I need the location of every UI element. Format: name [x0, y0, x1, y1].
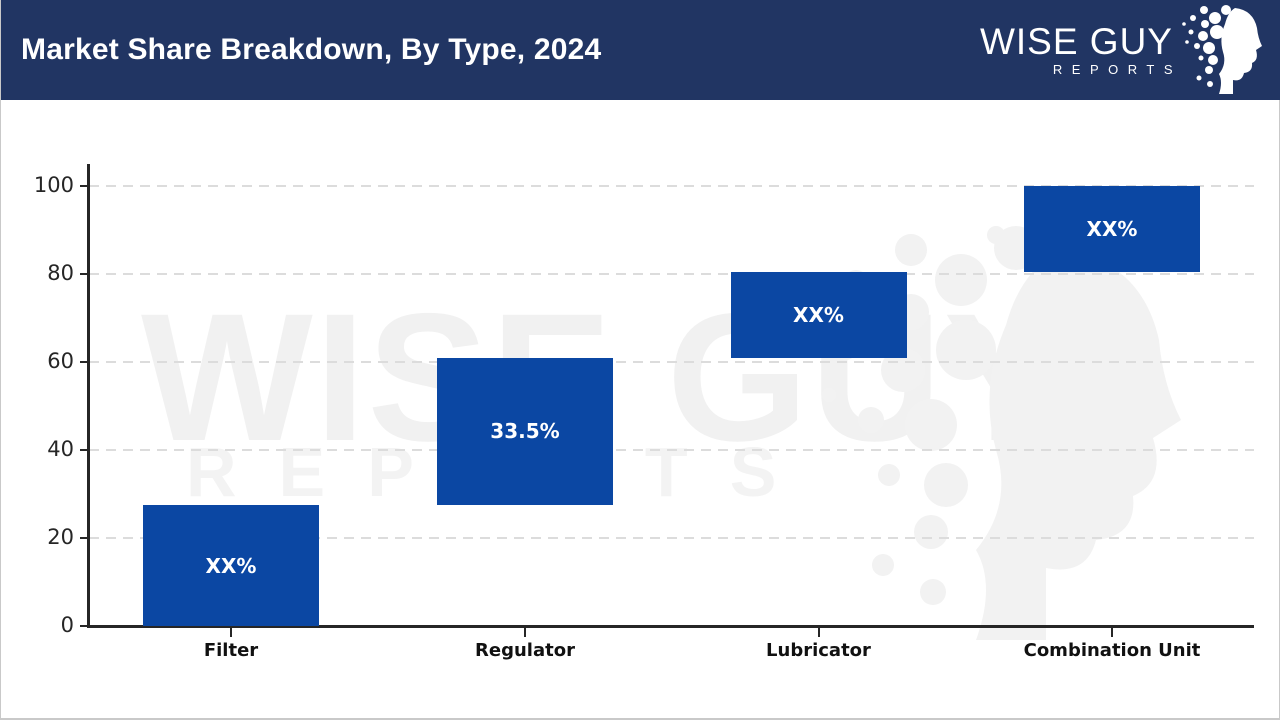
chart-title: Market Share Breakdown, By Type, 2024	[21, 33, 602, 66]
gridline	[89, 185, 1254, 187]
brand-logo-text: WISE GUY REPORTS	[979, 20, 1173, 77]
x-tick-label: Regulator	[475, 640, 575, 661]
x-axis-tick	[1111, 628, 1113, 637]
x-axis-tick	[817, 628, 820, 637]
gridline	[89, 537, 1254, 539]
gridline	[89, 273, 1254, 275]
bar: 33.5%	[437, 357, 613, 505]
bar-value-label: XX%	[793, 302, 844, 327]
x-axis-tick	[524, 628, 526, 637]
y-tick-label: 80	[47, 261, 74, 285]
y-axis-tick	[80, 185, 89, 187]
x-axis-tick	[230, 628, 232, 637]
y-axis-line	[87, 164, 90, 628]
gridline	[89, 449, 1254, 451]
y-tick-label: 0	[60, 613, 74, 637]
brand-logo: WISE GUY REPORTS	[980, 2, 1265, 98]
x-tick-label: Filter	[203, 640, 259, 661]
y-axis-tick	[80, 273, 89, 275]
x-axis-line	[87, 625, 1254, 628]
x-tick-label: Combination Unit	[1023, 640, 1201, 661]
y-tick-label: 20	[47, 525, 74, 549]
y-axis-tick	[80, 625, 89, 627]
y-axis-tick	[80, 361, 89, 363]
bar: XX%	[1024, 186, 1200, 272]
header: Market Share Breakdown, By Type, 2024 WI…	[1, 0, 1280, 100]
y-tick-label: 40	[47, 437, 74, 461]
brand-head-icon	[1179, 2, 1265, 98]
y-tick-label: 60	[47, 349, 74, 373]
bar: XX%	[730, 271, 907, 358]
x-tick-label: Lubricator	[766, 640, 871, 661]
y-axis-tick	[80, 537, 89, 539]
bar: XX%	[143, 505, 319, 626]
y-axis-tick	[80, 449, 89, 451]
bar-value-label: XX%	[1086, 216, 1138, 241]
bar-value-label: 33.5%	[490, 419, 560, 444]
brand-name: WISE GUY	[979, 20, 1173, 62]
gridline	[89, 361, 1254, 363]
brand-subname: REPORTS	[1052, 61, 1182, 77]
y-tick-label: 100	[33, 173, 74, 197]
bar-value-label: XX%	[205, 553, 257, 578]
